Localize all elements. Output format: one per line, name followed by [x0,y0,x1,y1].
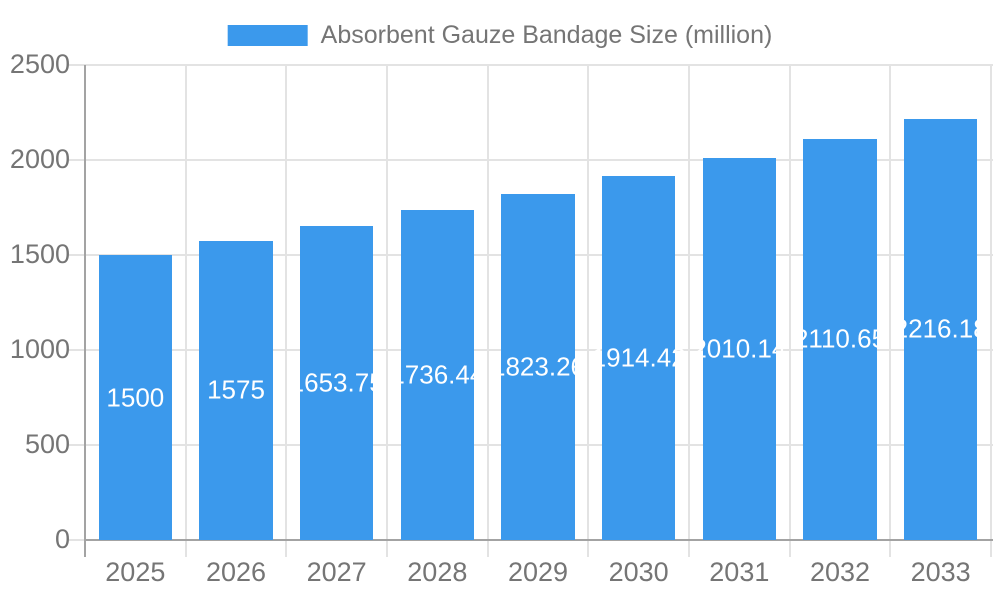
bar[interactable] [601,176,676,540]
legend-swatch [227,25,308,46]
y-tick [69,159,85,161]
x-gridline [587,65,590,540]
x-tick [788,541,791,557]
x-tick [486,541,489,557]
x-axis-label: 2032 [809,557,871,587]
x-axis-label: 2030 [608,557,669,587]
y-gridline [85,64,993,66]
x-gridline [688,65,690,540]
bar[interactable] [199,240,273,540]
x-tick [587,541,590,557]
y-axis-label: 0 [54,523,70,554]
x-tick [688,541,690,557]
y-axis-label: 2500 [9,48,70,79]
bar[interactable] [501,193,575,540]
x-tick [990,541,992,557]
bar[interactable] [98,255,173,540]
y-tick [69,254,85,256]
x-axis-label: 2028 [407,557,468,587]
x-gridline [990,65,992,540]
y-axis-line [84,65,86,557]
x-gridline [486,65,489,540]
x-gridline [889,65,892,540]
y-tick [69,349,85,351]
x-tick [285,541,288,557]
x-axis-label: 2033 [910,557,971,587]
y-axis-label: 1500 [9,238,70,269]
x-gridline [285,65,288,540]
x-axis-label: 2026 [205,557,267,587]
y-axis-label: 1000 [9,333,70,364]
bar[interactable] [903,118,978,540]
legend-item[interactable]: Absorbent Gauze Bandage Size (million) [227,21,773,50]
bar[interactable] [400,210,475,540]
x-axis-label: 2031 [709,557,770,587]
bar[interactable] [702,158,777,540]
y-axis-label: 500 [24,428,70,459]
legend-label: Absorbent Gauze Bandage Size (million) [320,21,773,49]
x-tick [889,541,892,557]
x-tick [184,541,187,557]
y-tick [69,539,85,541]
y-tick [69,64,85,66]
x-gridline [788,65,791,540]
x-axis-line [84,539,993,541]
x-axis-label: 2029 [507,557,569,587]
x-axis-label: 2027 [306,557,367,587]
x-gridline [184,65,187,540]
bar[interactable] [299,225,374,540]
y-tick [69,444,85,446]
bar[interactable] [803,138,877,540]
x-axis-label: 2025 [105,557,166,587]
y-gridline [85,159,993,161]
x-tick [386,541,388,557]
y-axis-label: 2000 [9,143,70,174]
x-gridline [386,65,388,540]
